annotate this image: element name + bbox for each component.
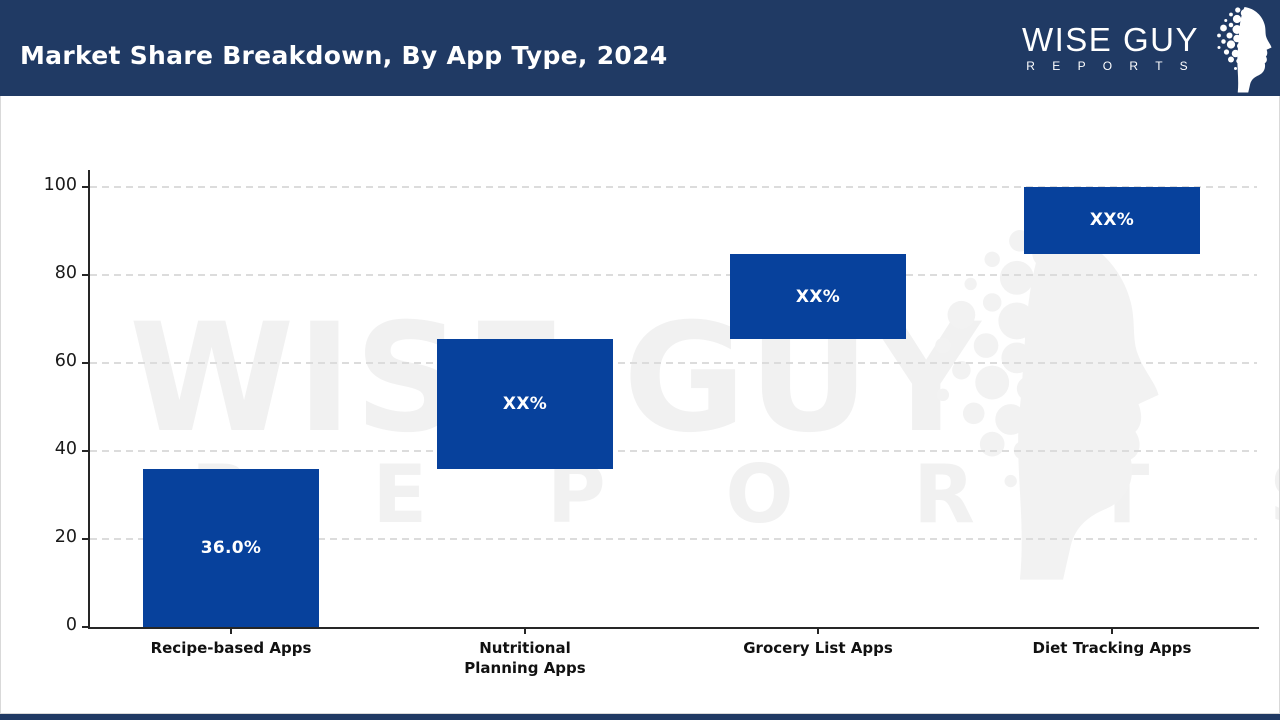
bar-value-label: XX% xyxy=(1089,210,1135,231)
y-tick-label: 20 xyxy=(54,527,77,547)
bar-segment: XX% xyxy=(1024,187,1200,254)
x-tick-mark xyxy=(524,629,526,634)
y-tick-label: 100 xyxy=(43,175,77,195)
wise-guy-reports-logo: WISE GUY R E P O R T S xyxy=(1022,0,1280,96)
bar-value-label: XX% xyxy=(502,393,548,414)
y-tick-label: 80 xyxy=(54,263,77,283)
category-label: Nutritional Planning Apps xyxy=(464,639,586,677)
category-label: Grocery List Apps xyxy=(743,639,893,657)
y-tick-label: 60 xyxy=(54,351,77,371)
y-axis-line xyxy=(88,170,90,629)
y-tick-mark xyxy=(82,626,88,628)
y-tick-mark xyxy=(82,362,88,364)
y-gridline xyxy=(90,274,1257,276)
header-band: Market Share Breakdown, By App Type, 202… xyxy=(0,0,1280,96)
footer-band xyxy=(0,713,1280,720)
bar-segment: XX% xyxy=(437,339,613,469)
dotted-head-logo-icon xyxy=(1201,4,1276,94)
x-tick-mark xyxy=(230,629,232,634)
y-tick-mark xyxy=(82,450,88,452)
y-gridline xyxy=(90,538,1257,540)
category-label: Diet Tracking Apps xyxy=(1032,639,1192,657)
bar-value-label: XX% xyxy=(795,286,841,307)
y-gridline xyxy=(90,450,1257,452)
page-title: Market Share Breakdown, By App Type, 202… xyxy=(20,40,668,70)
bar-segment: XX% xyxy=(730,253,906,340)
chart-area: WISE GUY R E P O R T S 0 20 40 60 80 100 36.0%… xyxy=(0,96,1280,713)
y-gridline xyxy=(90,186,1257,188)
logo-text: WISE GUY R E P O R T S xyxy=(1021,20,1199,74)
y-tick-label: 0 xyxy=(65,615,77,635)
y-tick-mark xyxy=(82,538,88,540)
logo-wordmark: WISE GUY xyxy=(1021,20,1199,58)
bar-segment: 36.0% xyxy=(143,468,319,627)
bar-value-label: 36.0% xyxy=(200,537,262,558)
logo-subtitle: R E P O R T S xyxy=(1026,59,1195,74)
x-axis-line xyxy=(88,627,1259,629)
x-tick-mark xyxy=(1111,629,1113,634)
watermark-head-icon xyxy=(869,216,1177,586)
y-tick-label: 40 xyxy=(54,439,77,459)
y-tick-mark xyxy=(82,274,88,276)
x-tick-mark xyxy=(817,629,819,634)
y-gridline xyxy=(90,362,1257,364)
y-tick-mark xyxy=(82,186,88,188)
category-label: Recipe-based Apps xyxy=(150,639,312,657)
